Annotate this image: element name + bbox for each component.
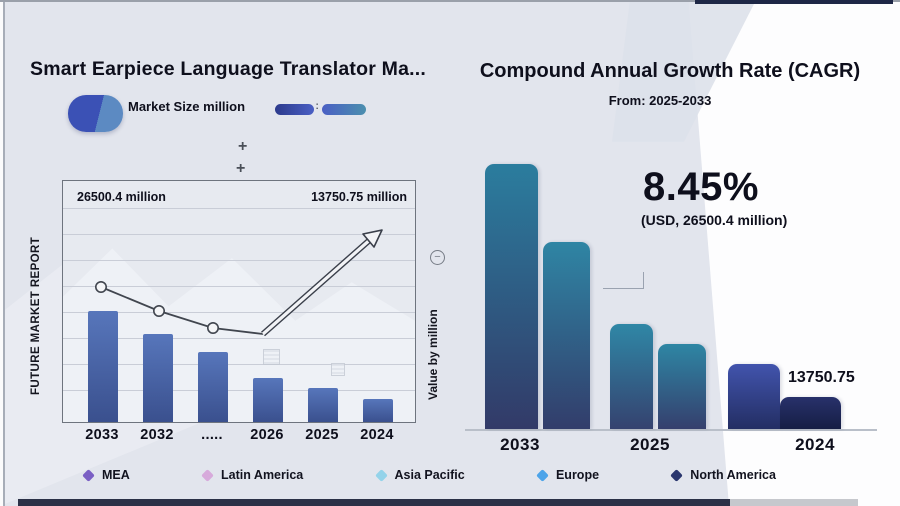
trend-line-and-arrow	[94, 229, 383, 337]
x-tick-2026: 2026	[250, 427, 284, 443]
legend-label: Latin America	[221, 468, 304, 482]
bottom-accent-bar	[18, 499, 730, 506]
bottom-accent-bar-light	[730, 499, 858, 506]
cagr-chart: 2033 2025 2024 13750.75	[460, 155, 880, 454]
market-size-bar-2026	[253, 378, 283, 422]
table-watermark-icon	[263, 349, 280, 365]
corner-bracket-decoration	[603, 272, 644, 289]
circle-minus-icon: −	[430, 250, 445, 265]
legend-diamond-icon	[670, 468, 684, 482]
cagr-bar-2024-2	[780, 397, 841, 429]
plus-mark-icon: +	[236, 160, 246, 177]
gridline	[63, 208, 415, 209]
market-size-bar-2033	[88, 311, 118, 422]
gridline	[63, 260, 415, 261]
gridline	[63, 364, 415, 365]
x-tick-2024: 2024	[360, 427, 394, 443]
cagr-x-tick-2024: 2024	[795, 435, 835, 454]
frame-border	[3, 0, 5, 506]
top-accent-bar	[695, 0, 893, 4]
cagr-title: Compound Annual Growth Rate (CAGR)	[479, 60, 861, 82]
cagr-x-tick-2033: 2033	[500, 435, 540, 454]
frame-edge	[0, 0, 3, 506]
legend-diamond-icon	[82, 468, 95, 482]
market-size-label: Market Size million	[128, 99, 246, 114]
cagr-usd-detail: (USD, 26500.4 million)	[641, 212, 788, 228]
legend-label: North America	[690, 468, 776, 482]
cagr-baseline	[465, 429, 877, 431]
cagr-x-tick-2025: 2025	[630, 435, 670, 454]
cagr-bar-2033-2	[543, 242, 590, 429]
x-tick-2032: 2032	[140, 427, 174, 443]
gridline	[63, 286, 415, 287]
gridline	[63, 312, 415, 313]
scale-pill-teal	[322, 104, 366, 115]
market-size-chart-panel: 26500.4 million 13750.75 million	[62, 180, 416, 423]
cagr-bar-2024-1	[728, 364, 780, 429]
cagr-bar-2025-2	[658, 344, 706, 429]
legend-diamond-icon	[536, 468, 549, 482]
market-size-x-axis: 2033 2032..... 2026 2025 2024	[62, 427, 414, 445]
pill-separator: :	[315, 101, 319, 112]
scale-pill-dark	[275, 104, 314, 115]
table-watermark-icon	[331, 363, 345, 376]
cagr-bar-2033-1	[485, 164, 538, 429]
x-tick-.....: .....	[201, 427, 223, 443]
legend-item-latin-america: Latin America	[201, 468, 304, 482]
annotation-start-value: 13750.75 million	[311, 190, 407, 204]
cagr-bar-2025-1	[610, 324, 653, 429]
cagr-2024-value-label: 13750.75	[788, 369, 855, 386]
cagr-subtitle: From: 2025-2033	[608, 93, 712, 108]
market-size-bar-2025	[308, 388, 338, 422]
legend-label: Asia Pacific	[394, 468, 465, 482]
frame-border-top	[0, 0, 900, 2]
x-tick-2033: 2033	[85, 427, 119, 443]
gridline	[63, 234, 415, 235]
cagr-percentage: 8.45%	[643, 165, 759, 209]
legend-diamond-icon	[201, 468, 214, 482]
market-size-bar-2032	[143, 334, 173, 422]
gridline	[63, 338, 415, 339]
left-chart-title: Smart Earpiece Language Translator Ma...	[30, 58, 426, 80]
gridline	[63, 390, 415, 391]
annotation-end-value: 26500.4 million	[77, 190, 166, 204]
plus-mark-icon: +	[238, 138, 248, 155]
market-size-bar-.....	[198, 352, 228, 422]
market-size-bar-2024	[363, 399, 393, 422]
x-tick-2025: 2025	[305, 427, 339, 443]
legend-label: Europe	[555, 468, 600, 482]
legend-item-north-america: North America	[670, 468, 776, 482]
legend-item-asia-pacific: Asia Pacific	[374, 468, 465, 482]
region-legend: MEA Latin America Asia Pacific Europe North …	[82, 468, 776, 482]
legend-item-mea: MEA	[82, 468, 130, 482]
y-axis-label-left: FUTURE MARKET REPORT	[30, 236, 42, 396]
legend-label: MEA	[102, 468, 130, 482]
brand-logo	[68, 95, 123, 132]
legend-item-europe: Europe	[536, 468, 600, 482]
y-axis-label-right: Value by million	[426, 309, 440, 401]
legend-diamond-icon	[374, 468, 388, 482]
